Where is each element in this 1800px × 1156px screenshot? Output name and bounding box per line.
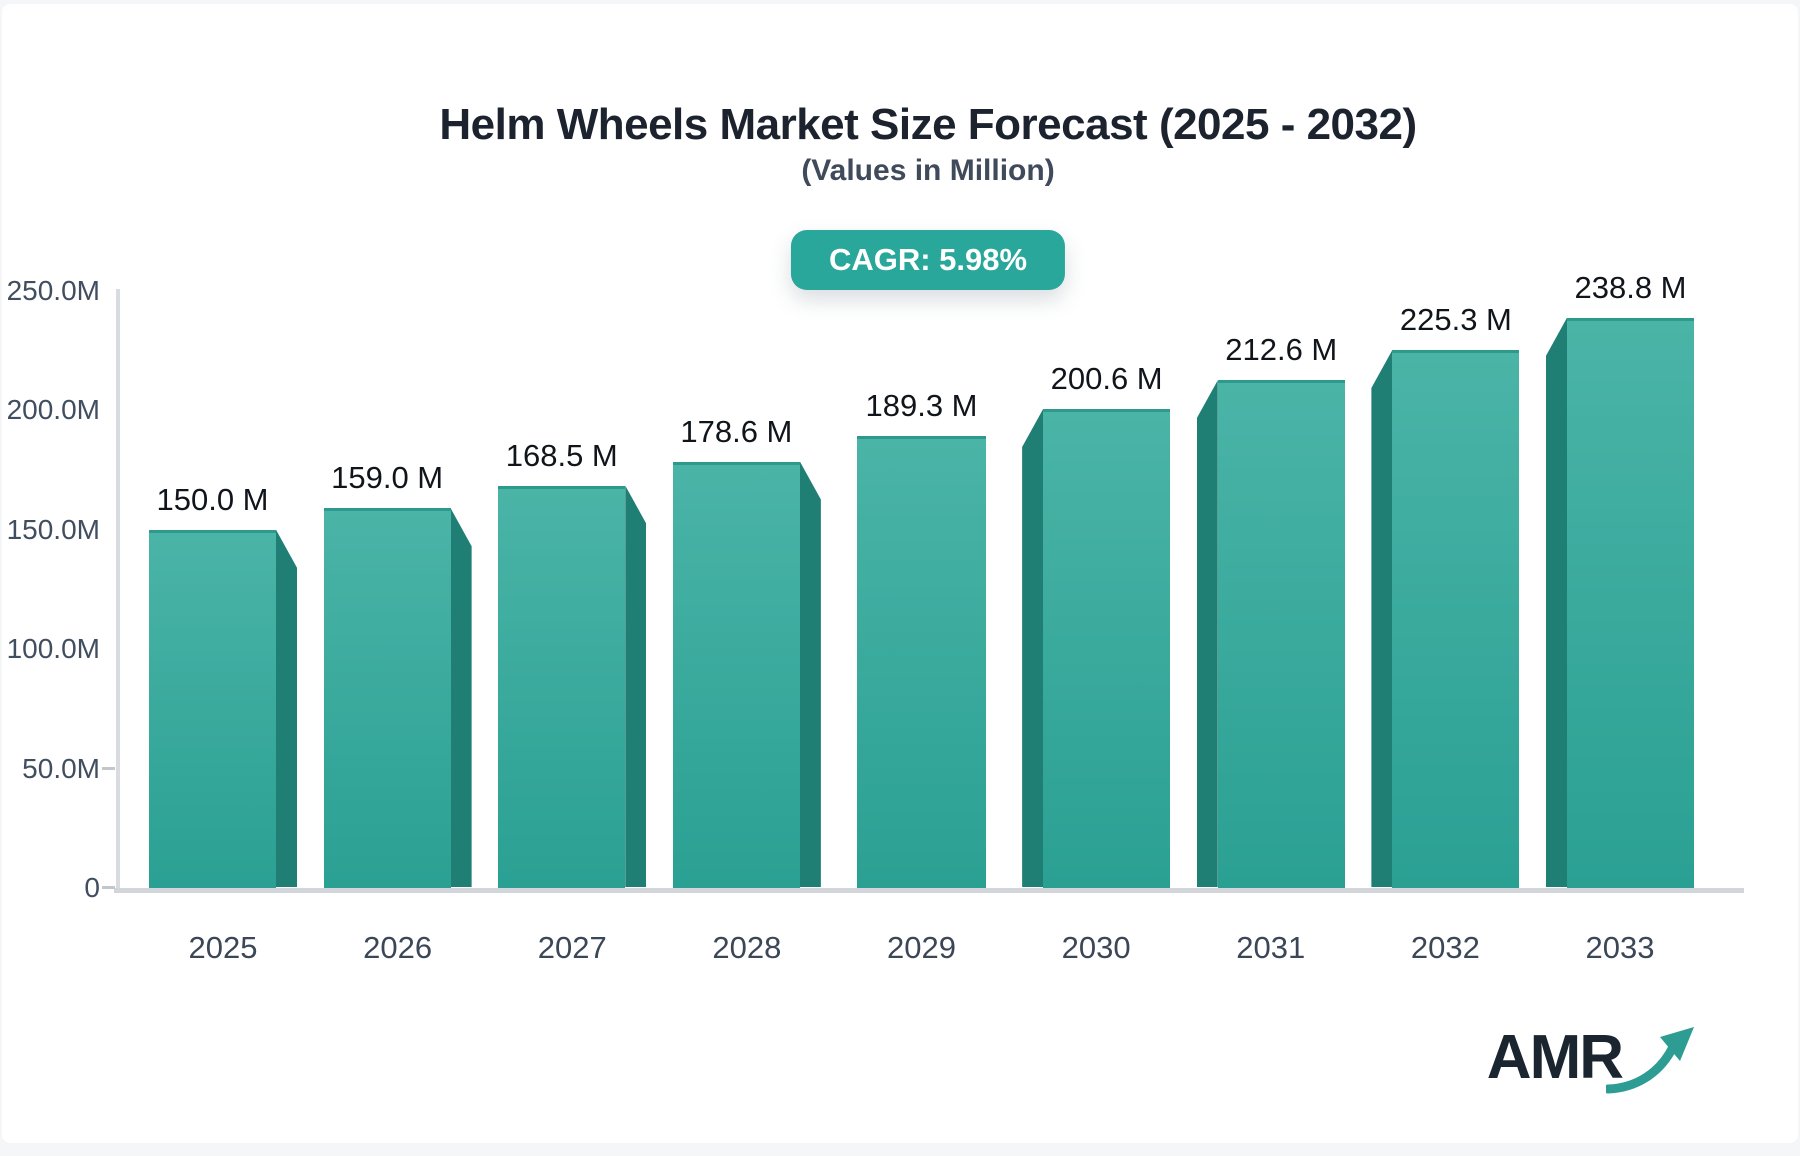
bar-side-face-2026 xyxy=(450,508,472,887)
bar-value-label: 150.0 M xyxy=(156,481,269,517)
bar-side-face-2028 xyxy=(799,461,821,887)
bar-2031[interactable] xyxy=(1217,380,1345,888)
amr-logo: AMR xyxy=(1487,1019,1698,1097)
x-axis-label-2030: 2030 xyxy=(1061,930,1131,965)
y-axis-tick-label: 100.0M xyxy=(6,633,100,665)
bar-side-face-2033 xyxy=(1546,317,1567,887)
x-axis-label-2032: 2032 xyxy=(1410,930,1480,965)
bar-side-face-2031 xyxy=(1196,380,1218,887)
chart-card: Helm Wheels Market Size Forecast (2025 -… xyxy=(2,4,1798,1143)
bar-value-label: 159.0 M xyxy=(331,460,444,496)
bar-side-face-2030 xyxy=(1022,408,1044,887)
bar-2028[interactable] xyxy=(672,461,800,888)
x-axis-label-2033: 2033 xyxy=(1585,930,1655,965)
bar-value-label: 212.6 M xyxy=(1225,332,1338,368)
amr-logo-text: AMR xyxy=(1486,1023,1624,1092)
y-axis-tick-label: 50.0M xyxy=(22,752,100,784)
bar-value-label: 225.3 M xyxy=(1399,301,1512,337)
bar-value-label: 178.6 M xyxy=(680,413,793,449)
bar-value-label: 238.8 M xyxy=(1574,269,1687,305)
bar-2025[interactable] xyxy=(149,529,276,888)
y-axis-tick-label: 250.0M xyxy=(6,275,100,306)
bar-2029[interactable] xyxy=(857,435,986,888)
y-axis-tick-label: 0 xyxy=(84,872,100,903)
bar-2026[interactable] xyxy=(323,508,451,888)
x-axis-label-2025: 2025 xyxy=(188,930,258,965)
x-axis-line xyxy=(114,888,1744,893)
bar-value-label: 200.6 M xyxy=(1050,360,1163,396)
y-axis-tick-mark xyxy=(102,766,115,770)
growth-arrow-icon xyxy=(1606,1027,1694,1094)
y-axis-tick-label: 200.0M xyxy=(6,394,100,426)
bar-2030[interactable] xyxy=(1043,408,1171,888)
x-axis-label-2029: 2029 xyxy=(887,930,956,965)
bar-side-face-2025 xyxy=(276,529,297,887)
chart-subtitle: (Values in Million) xyxy=(801,154,1055,187)
y-axis-line xyxy=(116,289,120,890)
x-axis-label-2026: 2026 xyxy=(363,930,433,965)
y-axis-tick-label: 150.0M xyxy=(6,513,100,545)
bar-value-label: 168.5 M xyxy=(505,437,618,473)
bar-2033[interactable] xyxy=(1567,317,1694,888)
cagr-badge: CAGR: 5.98% xyxy=(790,230,1066,290)
bar-side-face-2027 xyxy=(625,485,647,887)
bar-2027[interactable] xyxy=(498,485,626,888)
x-axis-label-2031: 2031 xyxy=(1236,930,1306,965)
bar-2032[interactable] xyxy=(1392,349,1520,888)
x-axis-label-2028: 2028 xyxy=(712,930,782,965)
x-axis-label-2027: 2027 xyxy=(537,930,607,965)
bar-side-face-2032 xyxy=(1371,349,1393,887)
y-axis-tick-mark xyxy=(102,886,115,889)
bar-value-label: 189.3 M xyxy=(865,387,978,423)
chart-title: Helm Wheels Market Size Forecast (2025 -… xyxy=(439,100,1417,149)
